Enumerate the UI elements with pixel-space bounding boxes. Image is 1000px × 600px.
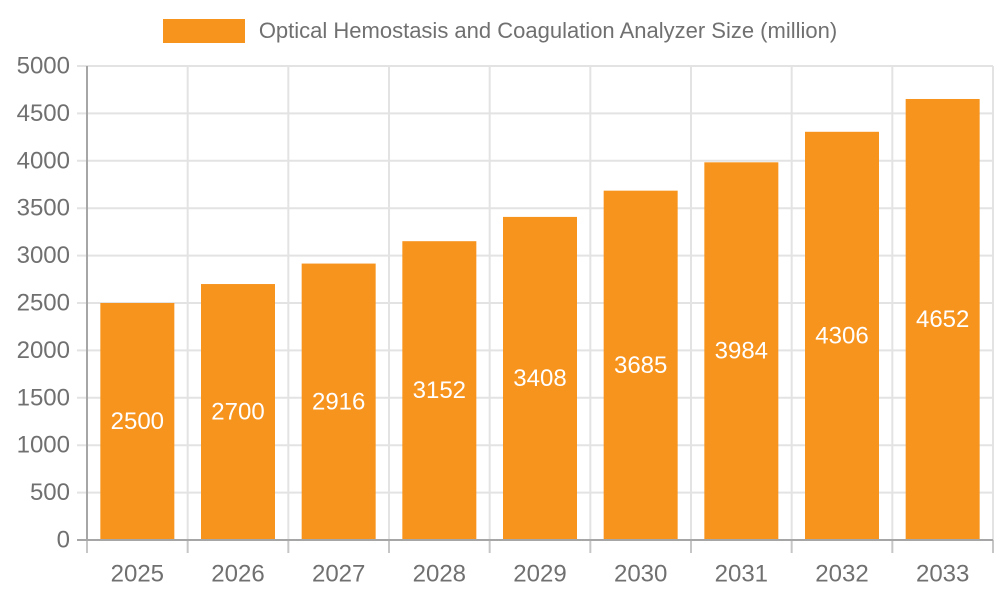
y-axis-tick-label: 1500 xyxy=(17,384,70,411)
legend-swatch xyxy=(162,19,245,43)
x-axis-tick-label: 2030 xyxy=(614,561,667,588)
x-axis-tick-label: 2029 xyxy=(513,561,566,588)
x-axis-tick-label: 2025 xyxy=(111,561,164,588)
y-axis-tick-label: 3500 xyxy=(17,195,70,222)
legend-label: Optical Hemostasis and Coagulation Analy… xyxy=(258,18,838,43)
x-axis-tick-label: 2032 xyxy=(815,561,868,588)
bar-2033 xyxy=(905,98,980,540)
bar-2026 xyxy=(201,284,275,540)
x-axis-tick-label: 2026 xyxy=(211,561,264,588)
bar-2029 xyxy=(503,216,577,540)
y-axis-tick-label: 500 xyxy=(30,479,70,506)
y-axis-tick-label: 2500 xyxy=(17,290,70,317)
legend: Optical Hemostasis and Coagulation Analy… xyxy=(0,18,1000,44)
bar-2031 xyxy=(704,162,779,540)
bar-value-label: 3408 xyxy=(513,365,566,392)
bar-2025 xyxy=(100,303,175,540)
y-axis-tick-label: 1000 xyxy=(17,432,70,459)
y-axis-tick-label: 5000 xyxy=(17,53,70,80)
y-axis-tick-label: 3000 xyxy=(17,242,70,269)
bar-value-label: 4652 xyxy=(916,306,969,333)
y-axis-tick-label: 4500 xyxy=(17,100,70,127)
bar-2027 xyxy=(301,263,376,540)
bar-value-label: 4306 xyxy=(815,322,868,349)
y-axis-tick-label: 0 xyxy=(57,527,70,554)
bar-value-label: 3685 xyxy=(614,352,667,379)
x-axis-tick-label: 2031 xyxy=(715,561,768,588)
y-axis-tick-label: 4000 xyxy=(17,147,70,174)
bar-2028 xyxy=(402,241,477,540)
bar-value-label: 2700 xyxy=(211,399,264,426)
bar-2032 xyxy=(805,131,879,540)
bar-value-label: 3152 xyxy=(413,377,466,404)
bar-value-label: 3984 xyxy=(715,338,768,365)
x-axis-tick-label: 2027 xyxy=(312,561,365,588)
x-axis-tick-label: 2028 xyxy=(413,561,466,588)
bar-2030 xyxy=(603,190,678,541)
bar-value-label: 2500 xyxy=(111,408,164,435)
bar-value-label: 2916 xyxy=(312,388,365,415)
x-axis-tick-label: 2033 xyxy=(916,561,969,588)
y-axis-tick-label: 2000 xyxy=(17,337,70,364)
